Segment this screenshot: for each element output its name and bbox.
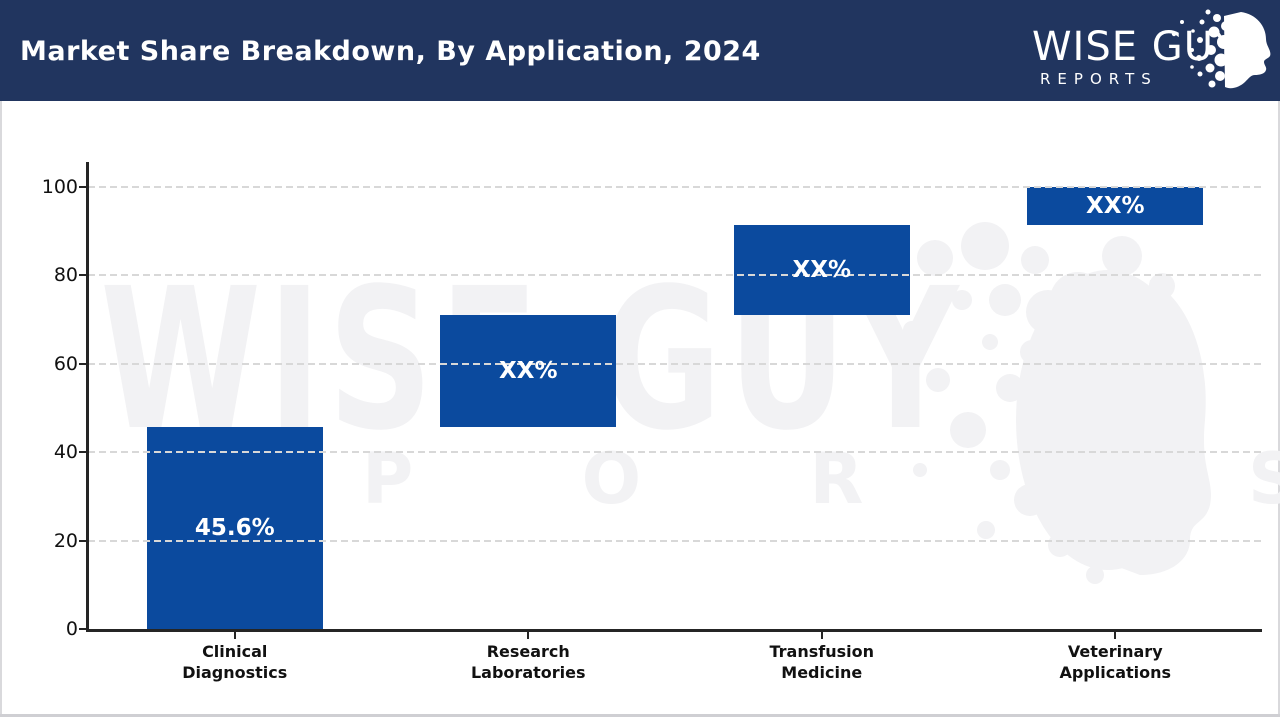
x-tick-mark [233, 631, 236, 639]
x-category-label: Veterinary Applications [1059, 642, 1172, 682]
y-tick-label: 20 [53, 529, 78, 552]
bar-transfusion-medicine [733, 225, 910, 316]
bar-research-laboratories [440, 315, 617, 428]
y-axis-spine [86, 162, 89, 632]
y-tick-label: 100 [41, 176, 78, 198]
bar-veterinary-applications [1027, 187, 1204, 225]
x-category-label: Research Laboratories [470, 642, 586, 682]
bar-value-label: XX% [792, 257, 852, 284]
y-tick-label: 0 [65, 618, 78, 640]
logo-head-icon [1171, 9, 1271, 89]
bottom-divider [0, 714, 1280, 717]
y-tick-mark [79, 274, 87, 277]
y-tick-mark [79, 628, 87, 630]
y-tick-mark [79, 539, 87, 542]
x-tick-mark [1114, 631, 1117, 639]
bar-value-label: 45.6% [194, 515, 275, 542]
bar-value-label: XX% [1085, 193, 1145, 219]
x-tick-mark [820, 631, 823, 639]
x-tick-mark [527, 631, 530, 639]
x-axis-spine [86, 629, 1262, 632]
header-bar: Market Share Breakdown, By Application, … [0, 0, 1280, 101]
y-tick-label: 40 [53, 441, 78, 464]
y-tick-mark [79, 451, 87, 454]
y-tick-mark [79, 186, 87, 188]
logo-text-primary: WISE GUY [1032, 24, 1239, 70]
logo-text-secondary: REPORTS [1040, 70, 1158, 88]
y-tick-mark [79, 362, 87, 365]
x-category-label: Transfusion Medicine [769, 642, 875, 682]
y-tick-label: 80 [53, 264, 78, 287]
bar-clinical-diagnostics [146, 427, 323, 629]
bar-value-label: XX% [498, 358, 558, 385]
x-category-label: Clinical Diagnostics [182, 642, 288, 682]
chart-title: Market Share Breakdown, By Application, … [20, 36, 761, 67]
wise-guy-reports-logo: WISE GUY REPORTS [1032, 9, 1271, 89]
y-tick-label: 60 [53, 352, 78, 375]
